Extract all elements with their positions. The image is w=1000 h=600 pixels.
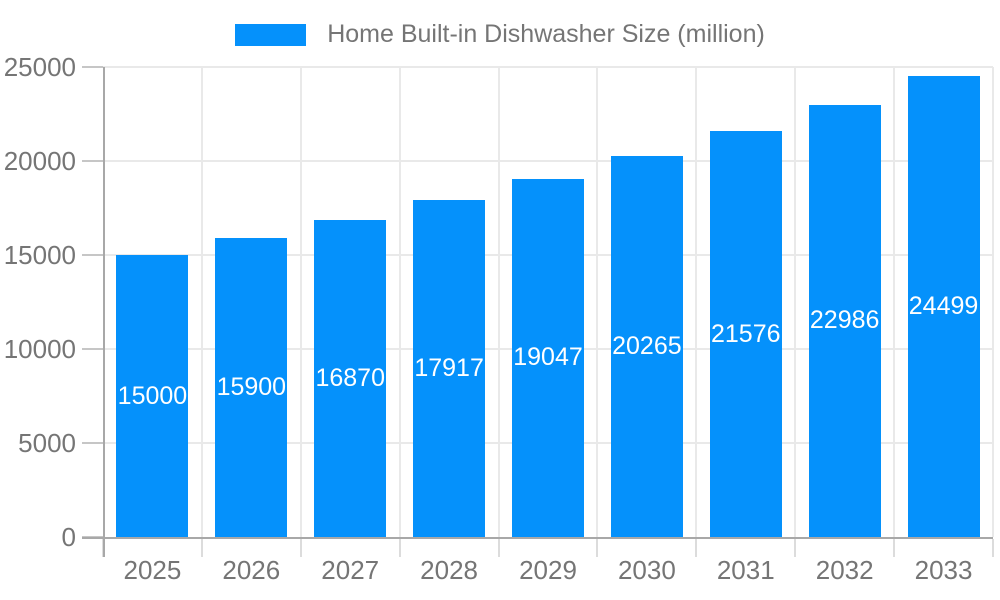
bar-value-label: 21576: [711, 319, 781, 348]
v-gridline: [992, 67, 994, 537]
legend-label: Home Built-in Dishwasher Size (million): [327, 20, 765, 48]
bar: 16870: [314, 219, 387, 537]
bar-value-label: 17917: [414, 354, 484, 383]
y-axis-tick-label: 0: [61, 522, 76, 552]
h-gridline: [103, 160, 993, 162]
x-axis-tick: [497, 539, 500, 557]
x-axis-tick: [695, 539, 698, 557]
y-axis-tick: [82, 348, 103, 350]
bar: 17917: [413, 200, 486, 537]
v-gridline: [695, 67, 698, 537]
x-axis-tick-label: 2031: [716, 555, 775, 585]
x-axis-tick: [398, 539, 401, 557]
bar: 22986: [808, 104, 881, 537]
bar-value-label: 15900: [216, 373, 287, 402]
x-axis-tick-label: 2029: [519, 555, 577, 585]
y-axis-tick-label: 5000: [18, 428, 76, 458]
bar-value-label: 16870: [315, 363, 385, 392]
y-axis-tick-label: 15000: [3, 240, 76, 270]
y-axis-tick: [82, 66, 103, 68]
x-axis-tick-label: 2025: [123, 555, 182, 585]
v-gridline: [398, 67, 401, 537]
x-axis-tick-label: 2032: [815, 555, 874, 585]
x-axis-tick: [299, 539, 302, 557]
x-axis-tick-label: 2030: [617, 555, 676, 585]
v-gridline: [200, 67, 203, 537]
legend-swatch-icon: [235, 23, 307, 46]
y-axis-tick-label: 10000: [3, 334, 76, 364]
h-gridline: [103, 66, 993, 68]
bar: 15900: [215, 238, 288, 537]
y-axis-line: [103, 67, 105, 557]
x-axis-tick-label: 2027: [321, 555, 380, 585]
bar: 19047: [512, 178, 584, 537]
y-axis-tick: [82, 254, 103, 256]
v-gridline: [299, 67, 302, 537]
bar-value-label: 19047: [513, 343, 583, 372]
y-axis-tick-label: 20000: [3, 146, 76, 176]
y-axis-tick-label: 25000: [3, 52, 76, 82]
chart-legend: Home Built-in Dishwasher Size (million): [0, 20, 1000, 49]
v-gridline: [497, 67, 500, 537]
y-axis-tick: [82, 442, 103, 444]
x-axis-tick: [992, 539, 994, 557]
v-gridline: [596, 67, 599, 537]
bar-value-label: 22986: [809, 306, 880, 335]
v-gridline: [794, 67, 797, 537]
x-axis-line: [82, 537, 993, 539]
bar: 24499: [907, 76, 980, 537]
bar-value-label: 20265: [612, 332, 682, 361]
bar: 20265: [610, 156, 683, 537]
x-axis-tick-label: 2033: [914, 555, 973, 585]
x-axis-tick: [794, 539, 797, 557]
x-axis-tick-label: 2026: [222, 555, 281, 585]
y-axis-tick: [82, 160, 103, 162]
x-axis-tick: [893, 539, 896, 557]
x-axis-tick: [596, 539, 599, 557]
v-gridline: [893, 67, 896, 537]
bar: 15000: [116, 255, 189, 537]
x-axis-tick: [200, 539, 203, 557]
x-axis-tick-label: 2028: [420, 555, 479, 585]
bar-value-label: 15000: [117, 381, 188, 410]
bar-value-label: 24499: [908, 292, 979, 321]
plot-area: 0 5000 10000 15000 20000 25000 2025 15000 2026 15…: [4, 54, 994, 584]
bar: 21576: [709, 131, 782, 537]
